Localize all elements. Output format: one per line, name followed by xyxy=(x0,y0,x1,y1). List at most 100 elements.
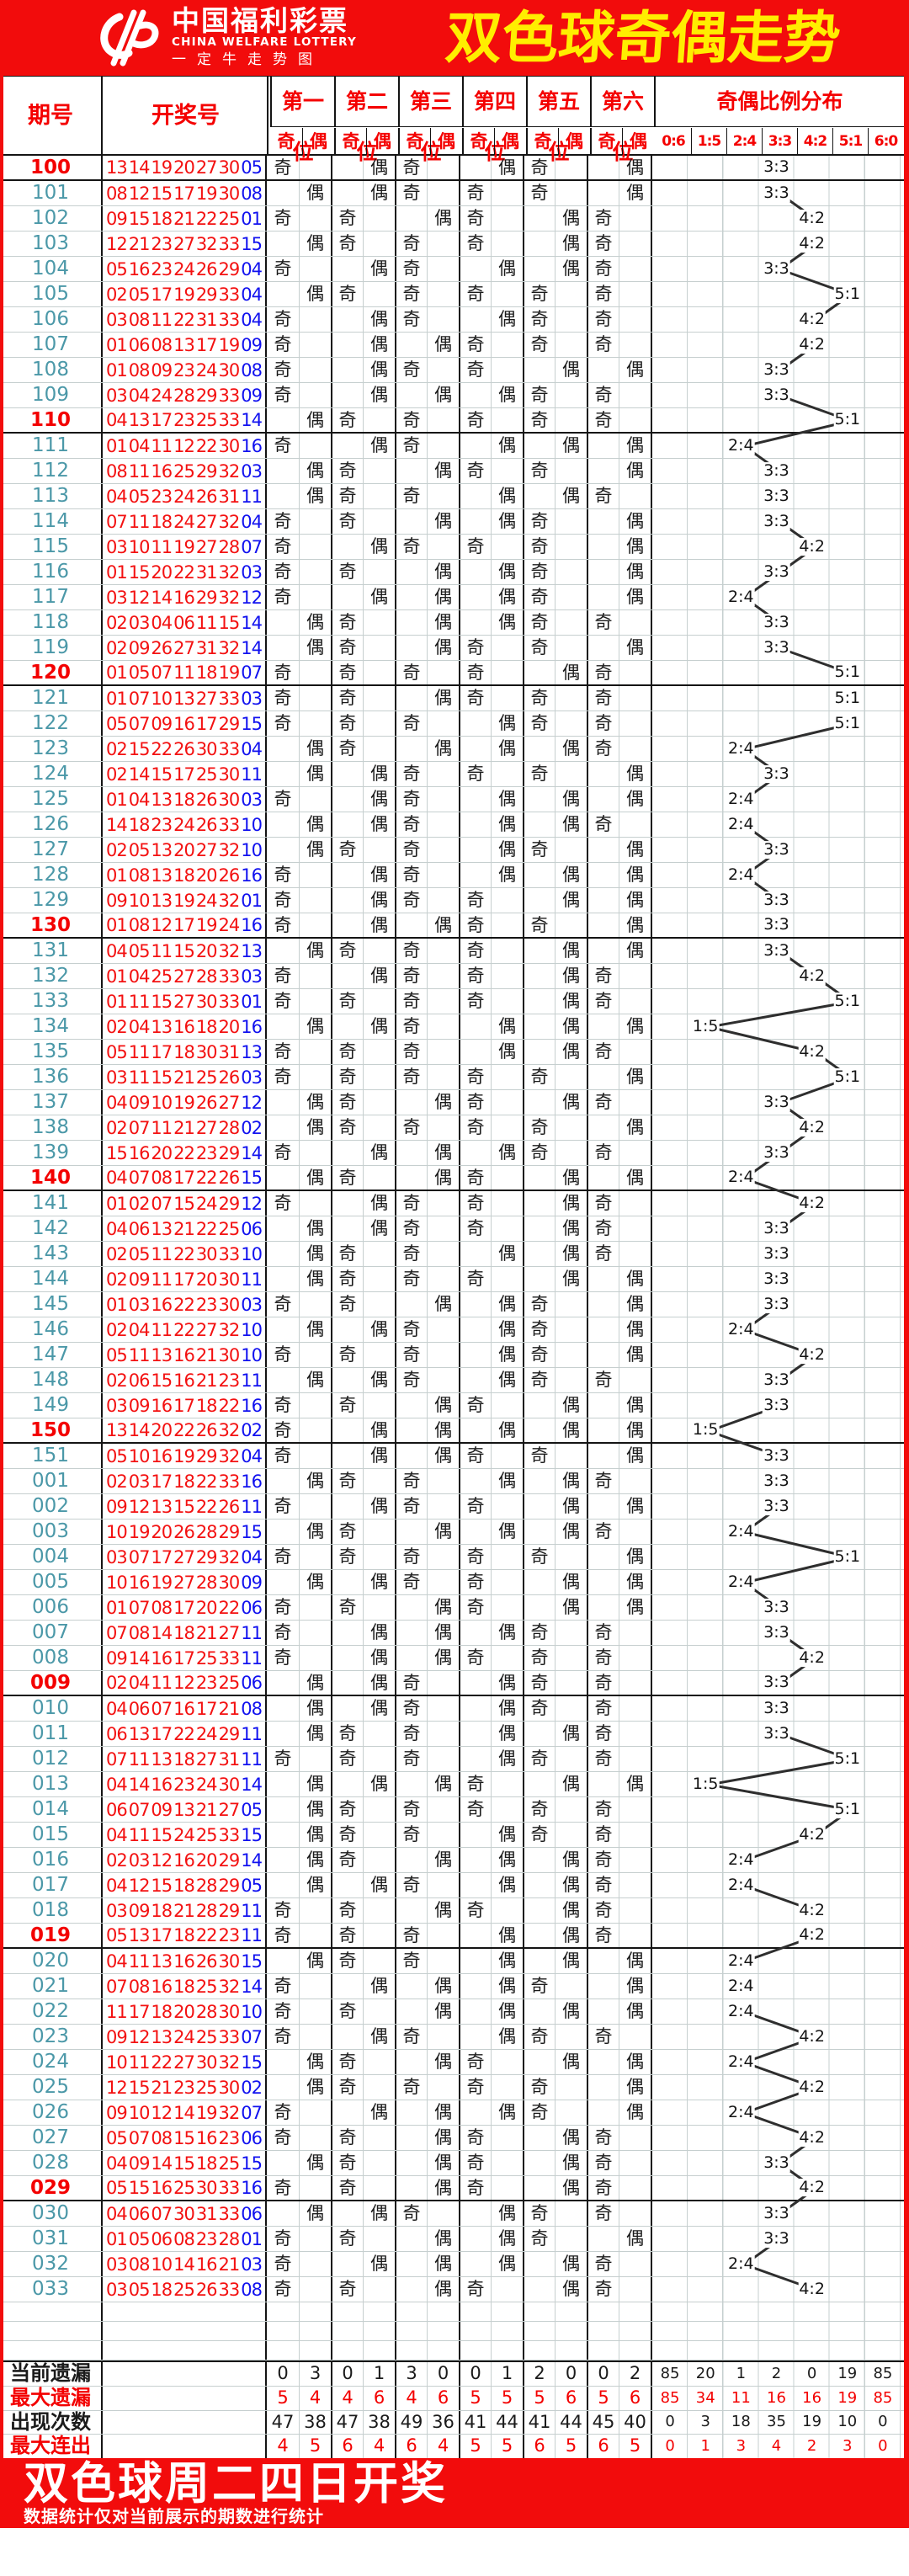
odd-even-cell xyxy=(267,1520,299,1544)
odd-even-cell: 偶 xyxy=(555,358,587,382)
odd-even-cell: 奇 xyxy=(331,1090,363,1115)
odd-even-cell: 0 xyxy=(331,2362,363,2386)
odd-even-cell xyxy=(587,863,619,887)
odd-even-cell xyxy=(331,358,363,382)
blue-ball: 09 xyxy=(241,385,263,406)
summary-ratio-value: 3 xyxy=(736,2437,747,2456)
red-ball: 01 xyxy=(106,789,128,810)
odd-even-cell: 偶 xyxy=(299,1949,331,1973)
winning-numbers: 01 03 16 22 23 30 03 xyxy=(103,1292,267,1317)
blue-ball: 16 xyxy=(241,915,263,935)
ratio-cell: 5:1 xyxy=(651,711,901,736)
red-ball: 03 xyxy=(106,536,128,557)
odd-even-cell: 奇 xyxy=(331,2277,363,2302)
odd-even-cell: 偶 xyxy=(299,1722,331,1746)
odd-even-cell xyxy=(459,2341,491,2360)
odd-even-cell: 奇 xyxy=(587,2176,619,2200)
odd-even-cell: 5 xyxy=(459,2386,491,2410)
ratio-value: 2:4 xyxy=(727,1572,755,1591)
odd-even-cell xyxy=(331,2025,363,2049)
red-ball: 27 xyxy=(195,536,218,557)
red-ball: 17 xyxy=(195,1698,218,1719)
odd-even-cell xyxy=(299,560,331,584)
odd-even-cell: 奇 xyxy=(587,1722,619,1746)
ratio-value: 5:1 xyxy=(833,663,862,682)
ratio-value: 4:2 xyxy=(798,2077,826,2096)
odd-even-cell xyxy=(363,1722,395,1746)
ratio-cell: 3:3 xyxy=(651,1722,901,1746)
odd-even-cell: 奇 xyxy=(459,282,491,306)
red-ball: 32 xyxy=(218,460,241,482)
draw-row: 146 02 04 11 22 27 32 10 偶偶奇偶奇偶 2:4 xyxy=(0,1317,904,1343)
summary-ratio-value: 0 xyxy=(665,2437,675,2456)
red-ball: 33 xyxy=(218,991,241,1012)
odd-even-cell xyxy=(427,1671,459,1695)
odd-even-cell xyxy=(331,257,363,281)
odd-even-cell xyxy=(299,1418,331,1442)
ratio-cell: 3:3 xyxy=(651,2227,901,2251)
odd-even-cell xyxy=(491,1115,523,1140)
period-number: 011 xyxy=(0,1722,103,1746)
ratio-column-header-3-3: 3:3 xyxy=(762,128,797,155)
red-ball: 08 xyxy=(128,2254,151,2275)
ratio-cell: 3:3 xyxy=(651,610,901,635)
blue-ball: 10 xyxy=(241,1319,263,1340)
red-ball: 05 xyxy=(128,1243,151,1264)
draw-row: 011 06 13 17 22 24 29 11 偶奇奇偶偶奇 3:3 xyxy=(0,1722,904,1747)
odd-even-cell: 偶 xyxy=(363,913,395,937)
blue-ball: 05 xyxy=(241,1799,263,1820)
odd-even-cell xyxy=(267,484,299,508)
odd-even-cell xyxy=(427,484,459,508)
odd-even-cell: 奇 xyxy=(587,812,619,837)
ratio-cell: 3:3 xyxy=(651,1469,901,1493)
red-ball: 14 xyxy=(128,1774,151,1795)
odd-even-cell xyxy=(363,1166,395,1190)
odd-even-cell: 奇 xyxy=(459,181,491,205)
ratio-cell: 2:4 xyxy=(651,863,901,887)
red-ball: 27 xyxy=(195,688,218,709)
red-ball: 03 xyxy=(106,1546,128,1567)
period-number: 030 xyxy=(0,2201,103,2226)
blue-ball: 16 xyxy=(241,435,263,456)
odd-even-cell xyxy=(523,2151,555,2175)
red-ball: 25 xyxy=(195,1976,218,1997)
red-ball: 27 xyxy=(173,966,195,987)
odd-even-cell: 奇 xyxy=(331,2126,363,2150)
summary-ratio-value: 3 xyxy=(700,2413,710,2431)
ratio-value: 1:5 xyxy=(691,1774,720,1793)
odd-even-cell xyxy=(619,1848,651,1872)
red-ball: 33 xyxy=(218,2279,241,2300)
table-header: 期号 开奖号 第一位 第二位 第三位 第四位 第五位 第六位 奇偶比例分布 奇 … xyxy=(0,76,909,164)
summary-ratio-cell: 85 34 11 16 16 19 85 xyxy=(651,2386,901,2410)
odd-even-cell: 奇 xyxy=(274,2279,292,2299)
odd-even-cell: 偶 xyxy=(299,1317,331,1342)
odd-even-cell: 偶 xyxy=(427,1292,459,1317)
draw-row: 032 03 08 10 14 16 21 03 奇偶偶偶偶奇 2:4 xyxy=(0,2252,904,2277)
odd-even-cell xyxy=(459,2252,491,2276)
blue-ball: 07 xyxy=(241,536,263,557)
blue-ball: 15 xyxy=(241,2153,263,2174)
odd-even-cell xyxy=(267,1696,299,1721)
odd-even-cell: 奇 xyxy=(523,610,555,635)
red-ball: 04 xyxy=(106,1168,128,1188)
red-ball: 11 xyxy=(151,1269,173,1290)
odd-even-cell: 偶 xyxy=(363,1444,395,1468)
odd-even-cell xyxy=(523,1242,555,1266)
odd-even-cell xyxy=(299,2126,331,2150)
odd-even-cell xyxy=(395,2252,427,2276)
odd-even-cell: 奇 xyxy=(523,1747,555,1771)
odd-even-cell xyxy=(523,206,555,231)
winning-numbers: 01 05 07 11 18 19 07 xyxy=(103,661,267,684)
odd-even-cell: 偶 xyxy=(619,1292,651,1317)
odd-even-cell xyxy=(491,1191,523,1216)
odd-even-cell xyxy=(427,1267,459,1291)
period-number: 020 xyxy=(0,1949,103,1973)
ratio-value: 4:2 xyxy=(798,966,826,985)
odd-even-cell: 奇 xyxy=(331,484,363,508)
odd-even-cell: 奇 xyxy=(395,1924,427,1947)
odd-even-cell: 偶 xyxy=(619,939,651,963)
ratio-cell: 5:1 xyxy=(651,408,901,432)
red-ball: 12 xyxy=(151,2102,173,2123)
odd-even-cell: 奇 xyxy=(331,2227,363,2251)
odd-even-cell: 偶 xyxy=(363,2201,395,2226)
